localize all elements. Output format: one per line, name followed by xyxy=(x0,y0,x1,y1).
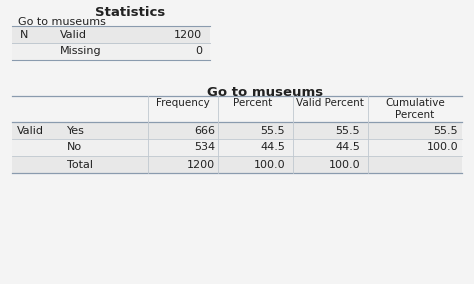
Text: Valid: Valid xyxy=(60,30,87,39)
Text: Frequency: Frequency xyxy=(156,98,210,108)
Text: 100.0: 100.0 xyxy=(254,160,285,170)
Text: 55.5: 55.5 xyxy=(260,126,285,135)
Text: 55.5: 55.5 xyxy=(336,126,360,135)
Text: Yes: Yes xyxy=(67,126,85,135)
Bar xyxy=(12,156,462,173)
Text: Valid Percent: Valid Percent xyxy=(296,98,364,108)
Bar xyxy=(12,122,462,139)
Text: No: No xyxy=(67,143,82,153)
Text: N: N xyxy=(20,30,28,39)
Text: 55.5: 55.5 xyxy=(433,126,458,135)
Text: 100.0: 100.0 xyxy=(427,143,458,153)
Text: 44.5: 44.5 xyxy=(260,143,285,153)
Bar xyxy=(12,139,462,156)
Text: 666: 666 xyxy=(194,126,215,135)
Text: 534: 534 xyxy=(194,143,215,153)
Bar xyxy=(12,43,210,60)
Text: Go to museums: Go to museums xyxy=(18,17,106,27)
Text: Go to museums: Go to museums xyxy=(207,86,323,99)
Text: Total: Total xyxy=(67,160,93,170)
Text: 1200: 1200 xyxy=(174,30,202,39)
Text: Valid: Valid xyxy=(17,126,44,135)
Text: 1200: 1200 xyxy=(187,160,215,170)
Text: 100.0: 100.0 xyxy=(328,160,360,170)
Text: Missing: Missing xyxy=(60,47,101,57)
Text: Cumulative
Percent: Cumulative Percent xyxy=(385,98,445,120)
Text: Percent: Percent xyxy=(233,98,273,108)
Text: Statistics: Statistics xyxy=(95,6,165,19)
Bar xyxy=(12,26,210,43)
Text: 0: 0 xyxy=(195,47,202,57)
Text: 44.5: 44.5 xyxy=(335,143,360,153)
